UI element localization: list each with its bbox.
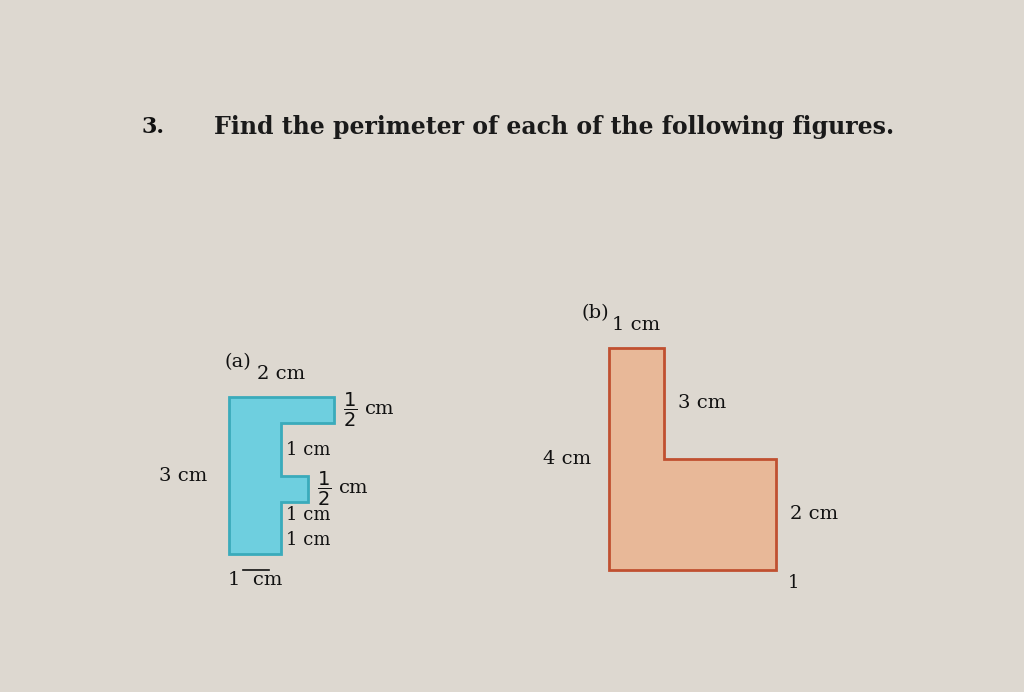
Text: 3.: 3. [142, 116, 165, 138]
Text: (a): (a) [225, 354, 252, 372]
Text: 1 cm: 1 cm [286, 441, 330, 459]
Text: 4 cm: 4 cm [544, 450, 592, 468]
Text: 2 cm: 2 cm [257, 365, 305, 383]
Text: 2 cm: 2 cm [790, 505, 838, 523]
Text: 3 cm: 3 cm [159, 466, 207, 484]
Text: $\dfrac{1}{2}$ cm: $\dfrac{1}{2}$ cm [317, 470, 369, 508]
Polygon shape [608, 348, 776, 570]
Text: 3 cm: 3 cm [678, 394, 726, 412]
Text: $\dfrac{1}{2}$ cm: $\dfrac{1}{2}$ cm [343, 391, 395, 429]
Text: 1 cm: 1 cm [612, 316, 660, 334]
Polygon shape [228, 397, 334, 554]
Text: 1: 1 [787, 574, 799, 592]
Text: 1  cm: 1 cm [228, 571, 283, 589]
Text: 1 cm: 1 cm [286, 531, 330, 549]
Text: 1 cm: 1 cm [286, 506, 330, 524]
Text: (b): (b) [582, 304, 609, 322]
Text: Find the perimeter of each of the following figures.: Find the perimeter of each of the follow… [214, 115, 894, 139]
